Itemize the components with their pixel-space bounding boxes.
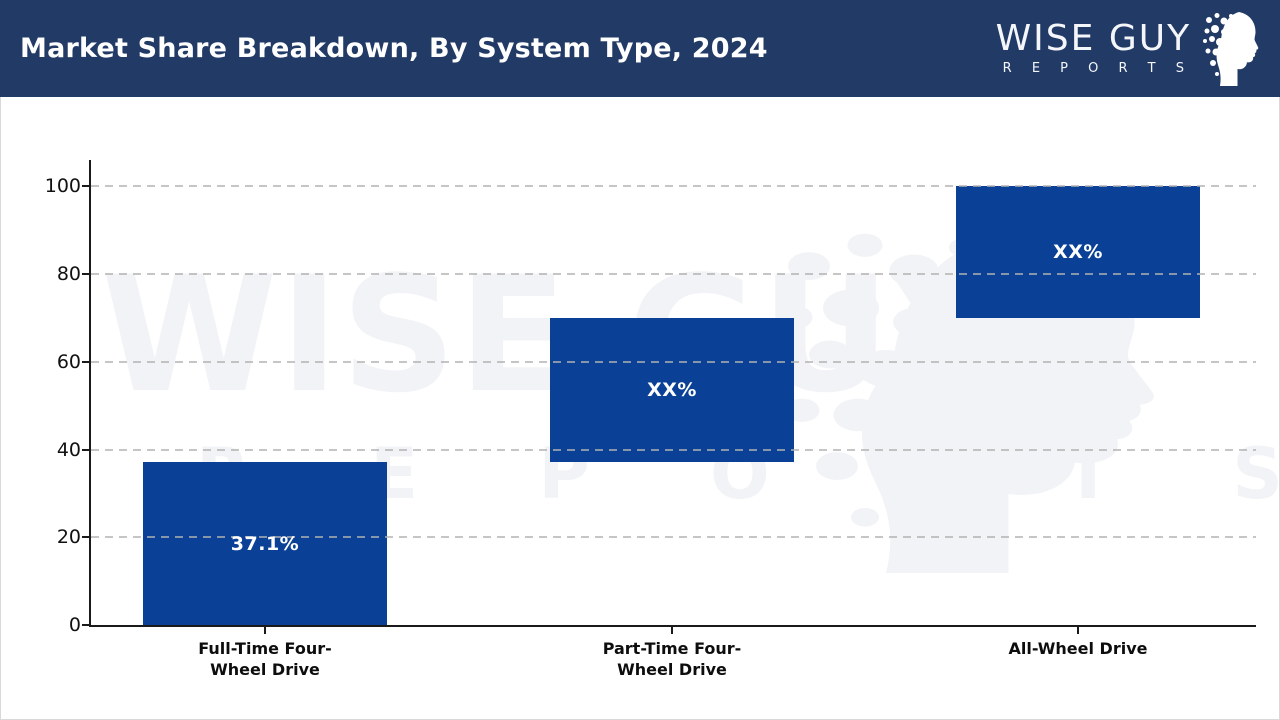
x-tick-mark xyxy=(264,627,266,634)
page-title: Market Share Breakdown, By System Type, … xyxy=(20,33,768,64)
logo-reports-label: R E P O R T S xyxy=(1002,61,1192,76)
y-tick-label: 60 xyxy=(56,350,81,373)
bar-1 xyxy=(143,462,387,625)
bar-2 xyxy=(550,317,794,463)
y-tick-label: 20 xyxy=(56,526,81,549)
x-category-label: All-Wheel Drive xyxy=(1008,639,1148,658)
bar-value-label: 37.1% xyxy=(230,532,300,555)
wiseguy-head-icon xyxy=(1198,9,1262,89)
y-tick-mark xyxy=(82,624,89,626)
y-gridline-20 xyxy=(91,536,1256,539)
y-tick-label: 0 xyxy=(68,614,81,636)
y-tick-mark xyxy=(82,448,89,451)
x-category-label: Full-Time Four- Wheel Drive xyxy=(198,639,332,679)
bar-3 xyxy=(956,186,1200,318)
x-category-label: Part-Time Four- Wheel Drive xyxy=(602,639,742,679)
y-gridline-100 xyxy=(91,185,1256,188)
header: Market Share Breakdown, By System Type, … xyxy=(0,0,1280,97)
y-tick-label: 100 xyxy=(44,175,81,198)
y-tick-label: 80 xyxy=(56,263,81,286)
y-tick-mark xyxy=(82,536,89,539)
y-gridline-60 xyxy=(91,360,1256,363)
bar-value-label: XX% xyxy=(1053,241,1103,264)
y-tick-mark xyxy=(82,360,89,363)
x-tick-mark xyxy=(1077,627,1079,634)
y-tick-label: 40 xyxy=(56,438,81,461)
wiseguy-logo: WISE GUY R E P O R T S xyxy=(995,9,1270,89)
y-tick-mark xyxy=(82,273,89,276)
plot-area: 0 20 40 60 80 100 37.1% Full-Time Four- Wheel Dr… xyxy=(45,160,1256,679)
chart-canvas: WISE GUY R E P O R T S 0 20 40 60 80 100 37.1%… xyxy=(0,97,1280,720)
y-gridline-80 xyxy=(91,273,1256,276)
bar-value-label: XX% xyxy=(647,379,697,402)
logo-wordmark: WISE GUY xyxy=(995,18,1192,59)
y-gridline-40 xyxy=(91,448,1256,451)
x-tick-mark xyxy=(671,627,673,634)
wiseguy-logo-text: WISE GUY R E P O R T S xyxy=(995,18,1192,77)
y-tick-mark xyxy=(82,185,89,188)
